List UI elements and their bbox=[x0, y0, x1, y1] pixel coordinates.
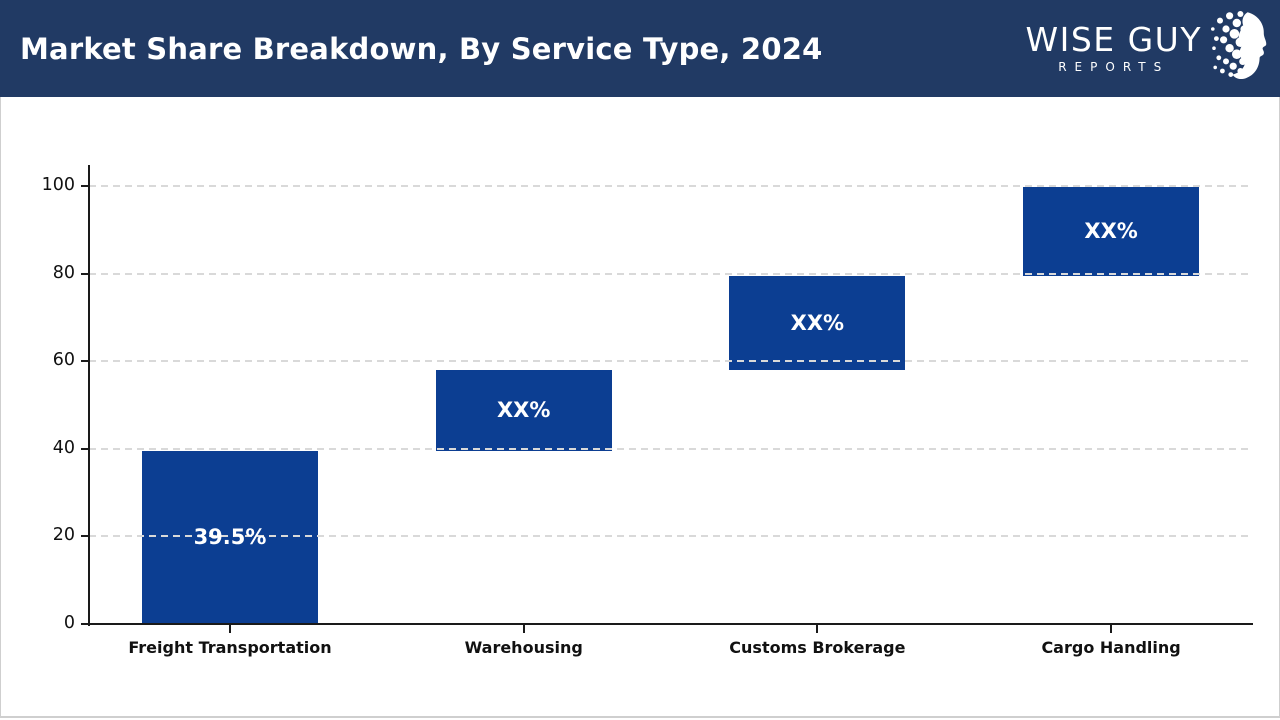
page-title: Market Share Breakdown, By Service Type,… bbox=[20, 31, 823, 66]
chart-area bbox=[0, 97, 1280, 716]
logo-reports-label: REPORTS bbox=[1058, 59, 1170, 74]
bottom-divider bbox=[0, 716, 1280, 718]
logo-head-icon bbox=[1211, 10, 1267, 79]
logo-wiseguy-label: WISE GUY bbox=[1025, 20, 1202, 60]
wise-guy-reports-logo: WISE GUY REPORTS bbox=[1025, 0, 1268, 97]
logo-text: WISE GUY REPORTS bbox=[1025, 23, 1202, 74]
header-bar: Market Share Breakdown, By Service Type,… bbox=[0, 0, 1280, 97]
